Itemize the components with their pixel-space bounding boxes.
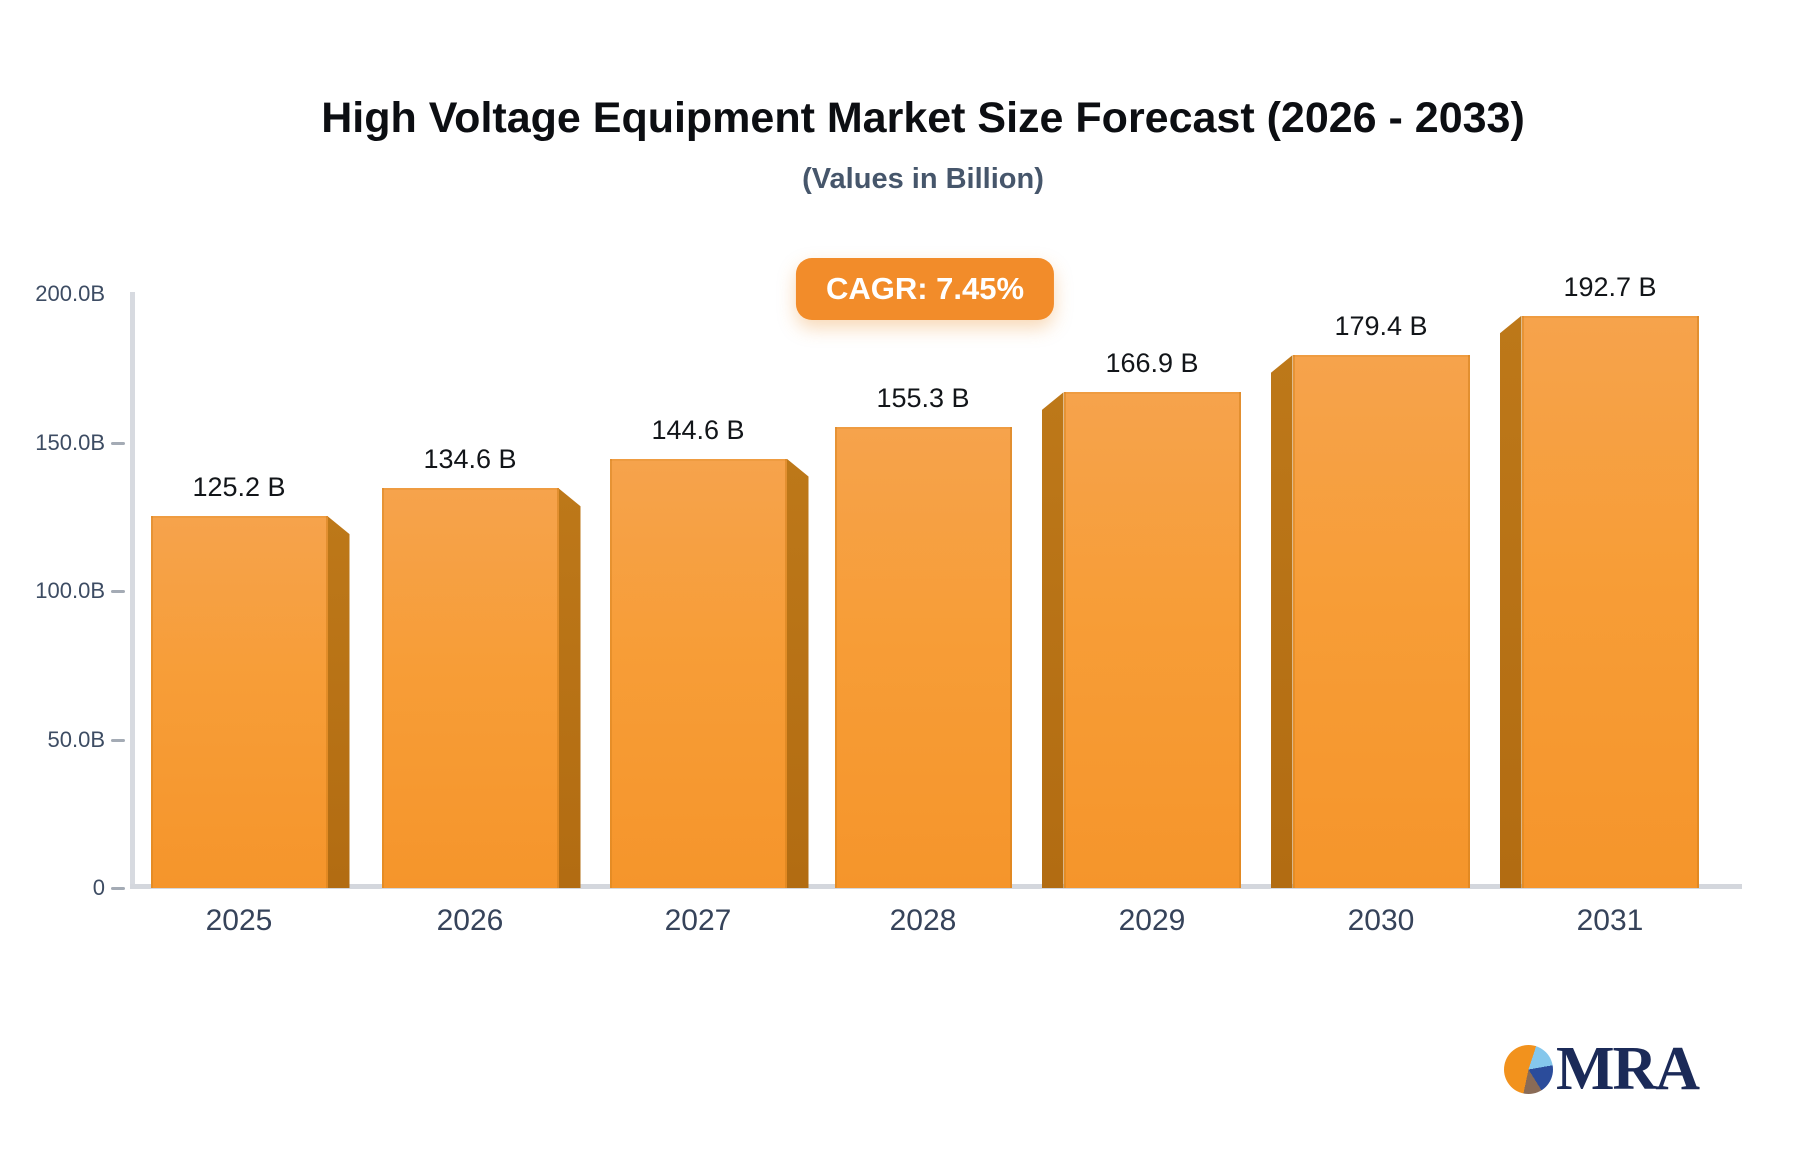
- bar-side-face-2026: [558, 488, 581, 888]
- bar-2029: [1063, 392, 1241, 888]
- y-axis-tick-mark: [111, 590, 125, 593]
- bar-2027: [609, 458, 787, 888]
- x-axis-label-2025: 2025: [205, 904, 273, 937]
- x-axis-label-2026: 2026: [436, 904, 504, 937]
- x-axis-label-2027: 2027: [664, 904, 732, 937]
- bar-value-label-2027: 144.6 B: [651, 414, 745, 445]
- brand-logo: MRA: [1504, 1035, 1700, 1103]
- bar-value-label-2029: 166.9 B: [1105, 348, 1199, 379]
- y-axis-tick-label: 0: [92, 875, 105, 900]
- x-axis-label-2031: 2031: [1576, 904, 1644, 937]
- bar-2028: [834, 426, 1012, 888]
- y-axis-tick-mark: [111, 738, 125, 742]
- bar-side-face-2030: [1270, 355, 1293, 888]
- x-axis-label-2028: 2028: [889, 904, 957, 937]
- bar-side-face-2027: [786, 458, 809, 888]
- bar-2025: [150, 516, 328, 888]
- y-axis-tick-label: 100.0B: [35, 578, 105, 603]
- x-axis-label-2029: 2029: [1118, 904, 1186, 937]
- brand-logo-text: MRA: [1556, 1035, 1700, 1103]
- y-axis-line: [130, 292, 135, 889]
- bar-2030: [1292, 355, 1470, 888]
- x-axis-label-2030: 2030: [1347, 904, 1415, 937]
- y-axis-tick-label: 200.0B: [35, 281, 105, 306]
- chart-title: High Voltage Equipment Market Size Forec…: [321, 94, 1525, 142]
- bar-side-face-2025: [327, 516, 350, 888]
- y-axis-tick-label: 150.0B: [35, 429, 105, 455]
- bar-value-label-2031: 192.7 B: [1563, 271, 1657, 302]
- bar-value-label-2030: 179.4 B: [1334, 311, 1428, 342]
- bar-2026: [381, 488, 559, 888]
- y-axis-tick-mark: [111, 887, 125, 890]
- cagr-badge: CAGR: 7.45%: [795, 258, 1055, 320]
- bar-side-face-2029: [1041, 392, 1064, 888]
- pie-chart-logo-icon: [1504, 1044, 1553, 1094]
- bar-value-label-2025: 125.2 B: [192, 472, 286, 503]
- chart-subtitle: (Values in Billion): [802, 163, 1044, 195]
- bar-2031: [1521, 315, 1699, 888]
- bar-side-face-2031: [1499, 315, 1522, 888]
- y-axis-tick-mark: [111, 441, 125, 445]
- y-axis-tick-label: 50.0B: [47, 726, 106, 752]
- bar-value-label-2026: 134.6 B: [423, 444, 517, 475]
- bar-value-label-2028: 155.3 B: [876, 382, 970, 413]
